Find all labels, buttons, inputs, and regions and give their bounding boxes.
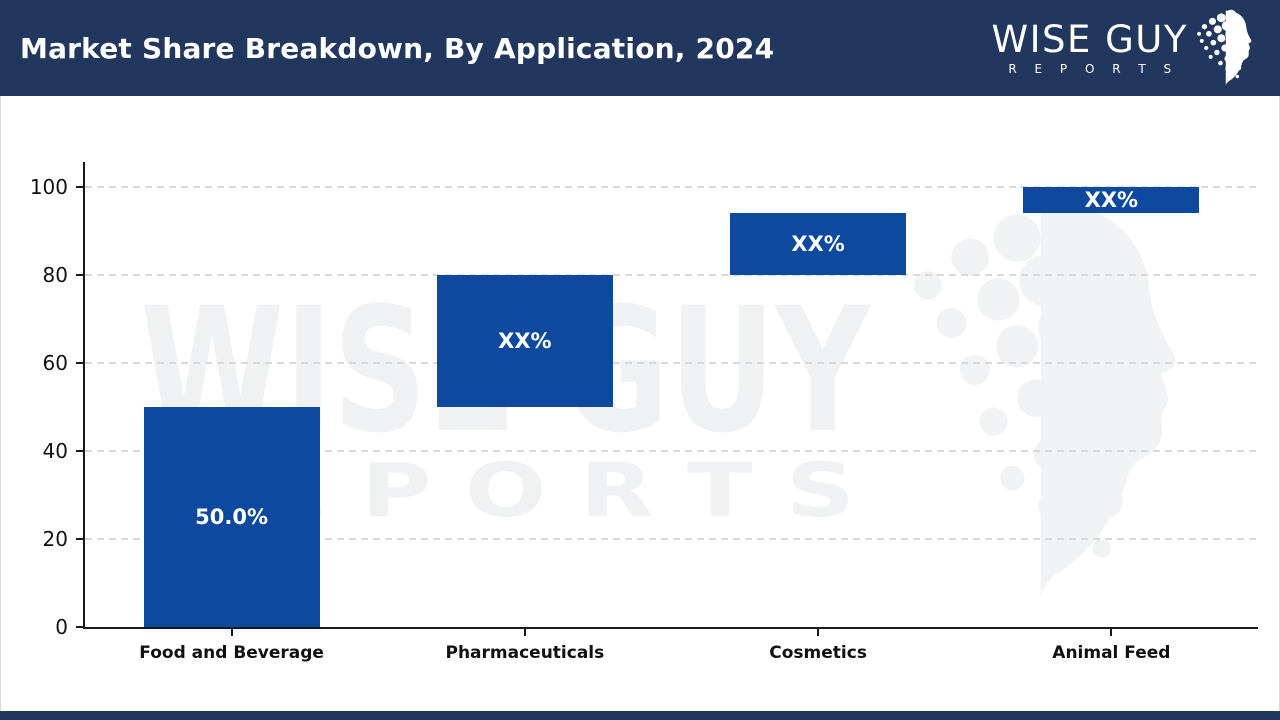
header-bar: Market Share Breakdown, By Application, … [0, 0, 1280, 96]
y-tick-mark [76, 273, 84, 276]
bar-food-and-beverage [143, 406, 320, 627]
x-category-label: Pharmaceuticals [445, 642, 605, 663]
x-tick-mark [817, 628, 820, 636]
gridline-60 [85, 361, 1258, 364]
brand-logo-text: WISE GUY R E P O R T S [992, 21, 1188, 76]
gridline-100 [85, 186, 1258, 188]
y-tick-mark [76, 625, 84, 628]
bar-value-label: 50.0% [195, 504, 269, 529]
x-category-label: Food and Beverage [139, 642, 324, 663]
bar-value-label: XX% [1084, 188, 1139, 213]
y-tick-label: 20 [42, 526, 68, 551]
gridline-80 [85, 273, 1258, 276]
y-tick-mark [76, 537, 84, 540]
gridline-20 [85, 537, 1258, 540]
y-tick-mark [76, 361, 84, 364]
brand-logo: WISE GUY R E P O R T S [992, 9, 1256, 87]
logo-face-icon [1197, 9, 1252, 87]
brand-subname: R E P O R T S [1008, 61, 1179, 76]
y-tick-mark [76, 186, 84, 188]
y-tick-label: 40 [42, 438, 68, 463]
footer-bar [0, 711, 1280, 720]
x-category-label: Animal Feed [1052, 642, 1171, 663]
y-tick-label: 0 [55, 614, 68, 639]
y-tick-label: 80 [42, 262, 68, 287]
y-axis-line [83, 162, 85, 629]
y-tick-mark [76, 449, 84, 452]
page-title: Market Share Breakdown, By Application, … [20, 31, 775, 65]
bar-pharmaceuticals [436, 274, 613, 407]
x-axis-line [83, 626, 1258, 629]
bar-value-label: XX% [791, 232, 845, 257]
y-tick-label: 60 [42, 350, 68, 375]
gridline-40 [85, 449, 1258, 452]
bar-cosmetics [730, 213, 907, 275]
x-category-label: Cosmetics [769, 642, 867, 663]
x-tick-mark [523, 628, 526, 636]
brand-name: WISE GUY [991, 17, 1188, 61]
y-tick-label: 100 [29, 175, 68, 199]
x-tick-mark [1110, 628, 1113, 636]
bar-value-label: XX% [498, 328, 552, 353]
x-tick-mark [230, 628, 233, 636]
